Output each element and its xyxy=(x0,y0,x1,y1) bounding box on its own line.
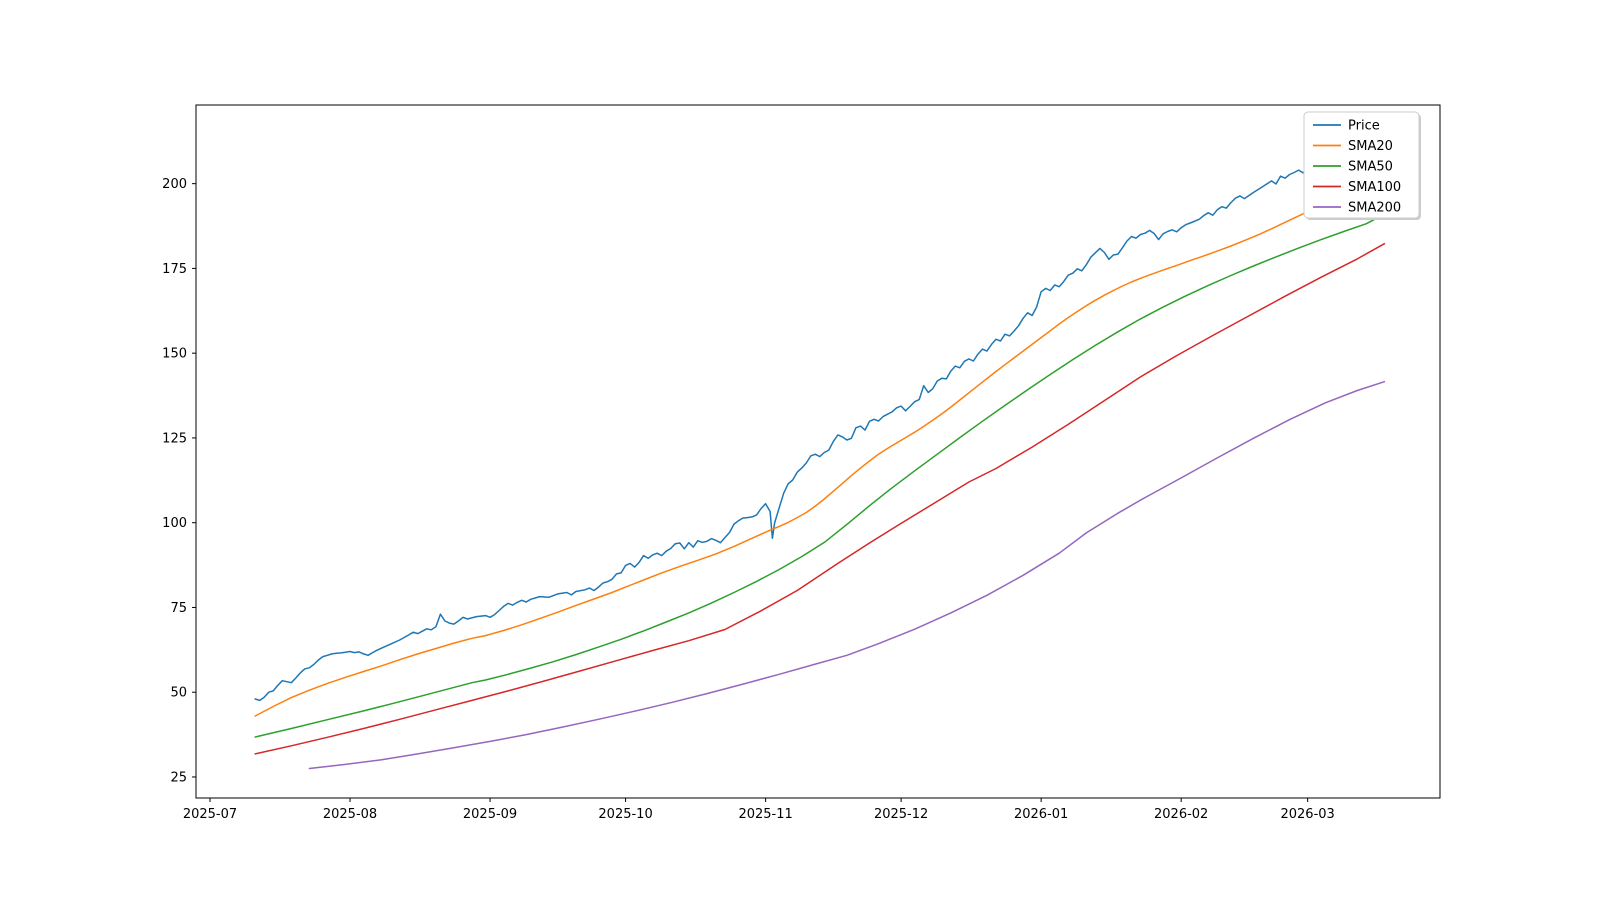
legend-label-sma100: SMA100 xyxy=(1348,180,1401,195)
x-tick-label: 2025-08 xyxy=(323,807,377,822)
series-price-line xyxy=(254,163,1386,702)
y-tick-label: 25 xyxy=(170,770,187,785)
x-tick-label: 2025-11 xyxy=(738,807,792,822)
legend-label-price: Price xyxy=(1348,119,1380,134)
series-sma20-line xyxy=(254,183,1386,717)
series-sma50-line xyxy=(254,213,1386,738)
series-sma200-line xyxy=(308,380,1386,770)
x-tick-label: 2025-10 xyxy=(598,807,652,822)
y-tick-label: 100 xyxy=(162,516,187,531)
legend-label-sma50: SMA50 xyxy=(1348,160,1393,175)
legend-label-sma200: SMA200 xyxy=(1348,201,1401,216)
x-tick-label: 2025-09 xyxy=(463,807,517,822)
legend-box xyxy=(1303,111,1420,219)
legend: Price SMA20 SMA50 SMA100 SMA200 xyxy=(1303,111,1421,220)
x-tick-label: 2025-12 xyxy=(874,807,928,822)
y-tick-label: 175 xyxy=(162,262,187,277)
x-tick-label: 2025-07 xyxy=(183,807,237,822)
x-tick-label: 2026-02 xyxy=(1154,807,1208,822)
y-tick-label: 200 xyxy=(162,177,187,192)
plot-frame xyxy=(195,104,1441,799)
x-tick-label: 2026-01 xyxy=(1014,807,1068,822)
legend-label-sma20: SMA20 xyxy=(1348,139,1393,154)
series-sma100-line xyxy=(254,242,1386,755)
y-tick-label: 125 xyxy=(162,431,187,446)
y-tick-label: 50 xyxy=(170,686,187,701)
y-tick-label: 150 xyxy=(162,347,187,362)
y-tick-label: 75 xyxy=(170,601,187,616)
x-tick-label: 2026-03 xyxy=(1280,807,1334,822)
